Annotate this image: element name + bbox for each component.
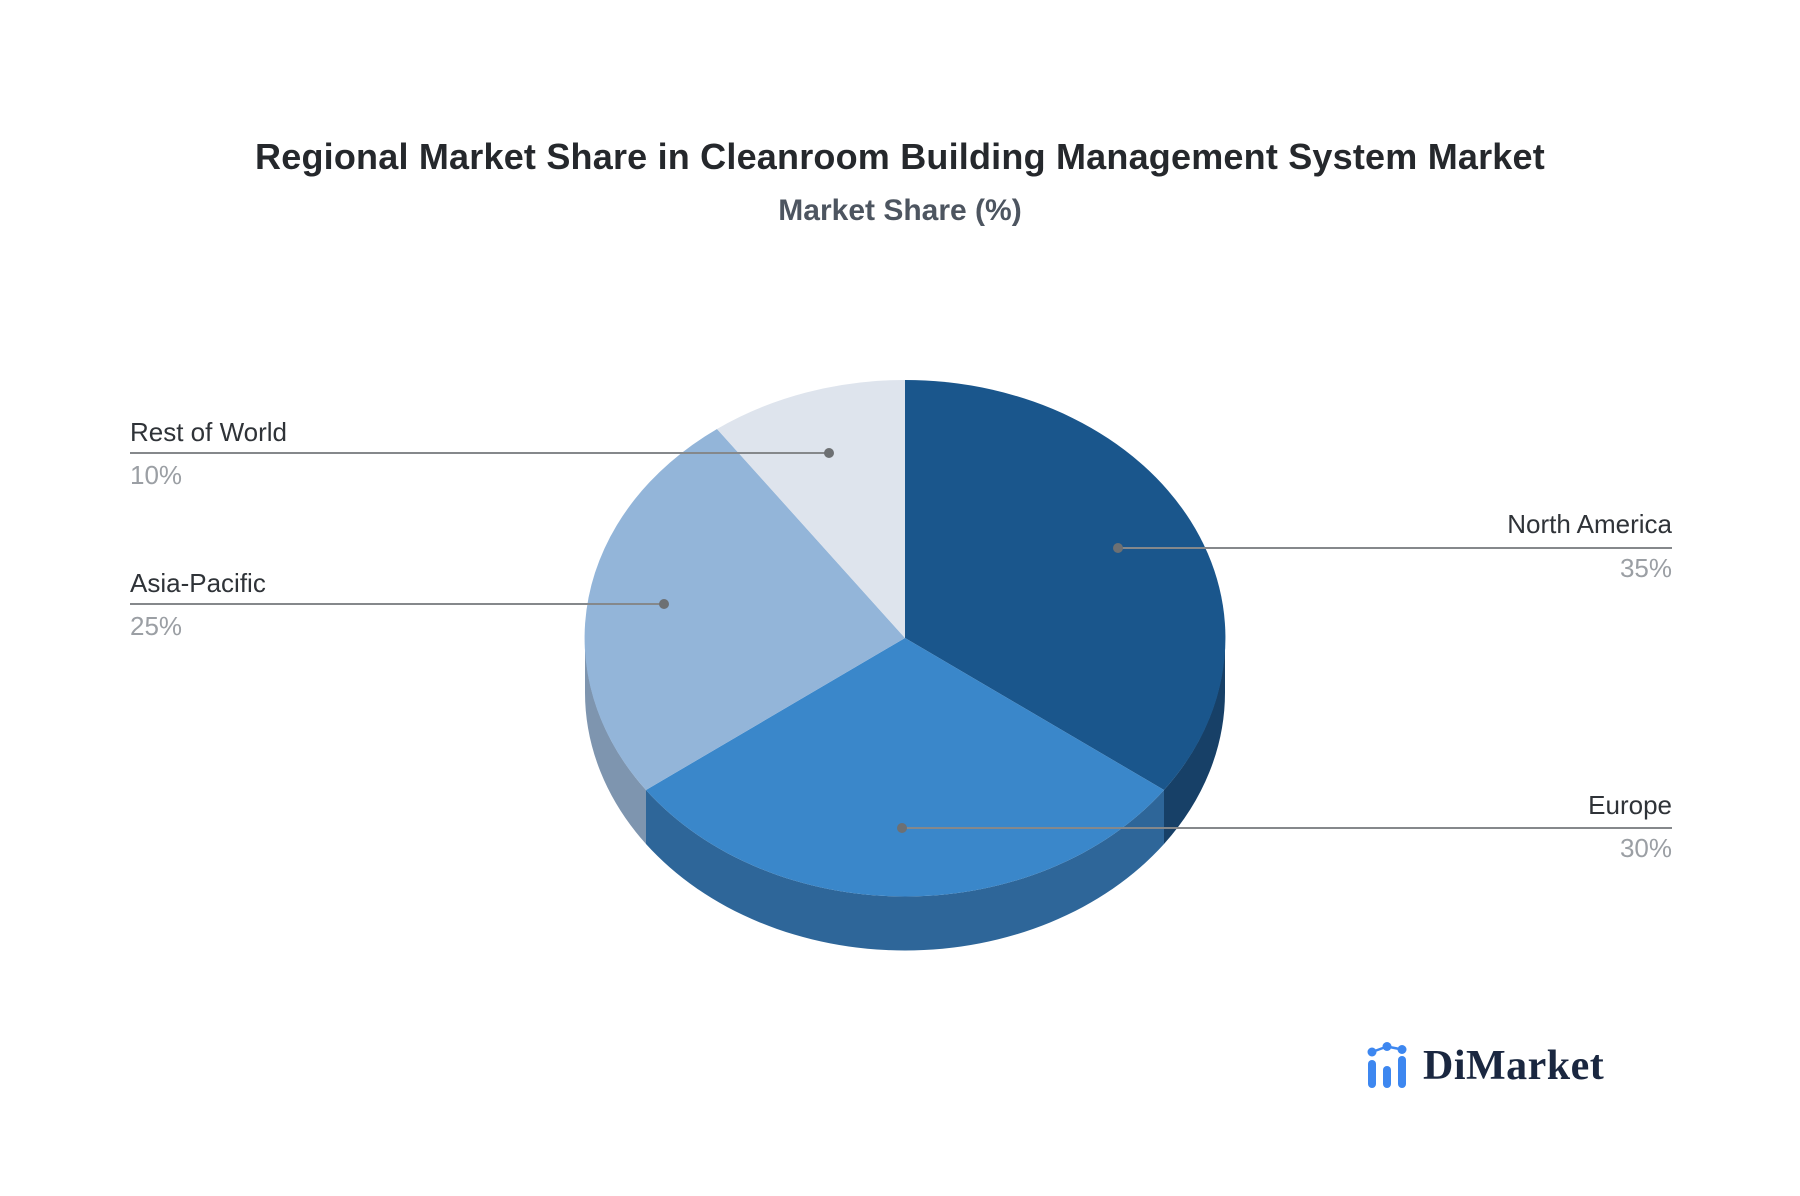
pie-slice-north-america — [905, 379, 1226, 790]
leader-lines — [130, 452, 1672, 829]
slice-value-rest-of-world: 10% — [130, 460, 183, 490]
pie-slice-asia-pacific — [584, 429, 905, 790]
pie-slice-side-europe — [646, 790, 1164, 951]
leader-dot-rest-of-world — [824, 448, 834, 458]
leader-dot-asia-pacific — [659, 599, 669, 609]
chart-subtitle: Market Share (%) — [778, 194, 1022, 227]
slice-label-asia-pacific: Asia-Pacific — [130, 568, 266, 598]
brand-wordmark: DiMarket — [1423, 1043, 1605, 1089]
slice-value-asia-pacific: 25% — [130, 611, 183, 641]
pie-slice-rest-of-world — [717, 379, 905, 638]
pie-slice-side-asia-pacific — [584, 638, 646, 844]
bar-chart-sparkline-icon — [1367, 1042, 1407, 1088]
slice-value-north-america: 35% — [1619, 553, 1672, 583]
chart-title: Regional Market Share in Cleanroom Build… — [255, 136, 1545, 177]
slice-label-europe: Europe — [1588, 790, 1672, 820]
leader-dots — [659, 448, 1123, 833]
pie-slice-europe — [646, 638, 1164, 897]
brand-logo: DiMarket — [1364, 1042, 1604, 1090]
leader-dot-europe — [897, 823, 907, 833]
slice-label-north-america: North America — [1507, 509, 1672, 539]
leader-dot-north-america — [1113, 543, 1123, 553]
pie-slice-side-north-america — [1164, 638, 1226, 844]
slice-label-rest-of-world: Rest of World — [130, 417, 288, 447]
slice-value-europe: 30% — [1619, 833, 1672, 863]
